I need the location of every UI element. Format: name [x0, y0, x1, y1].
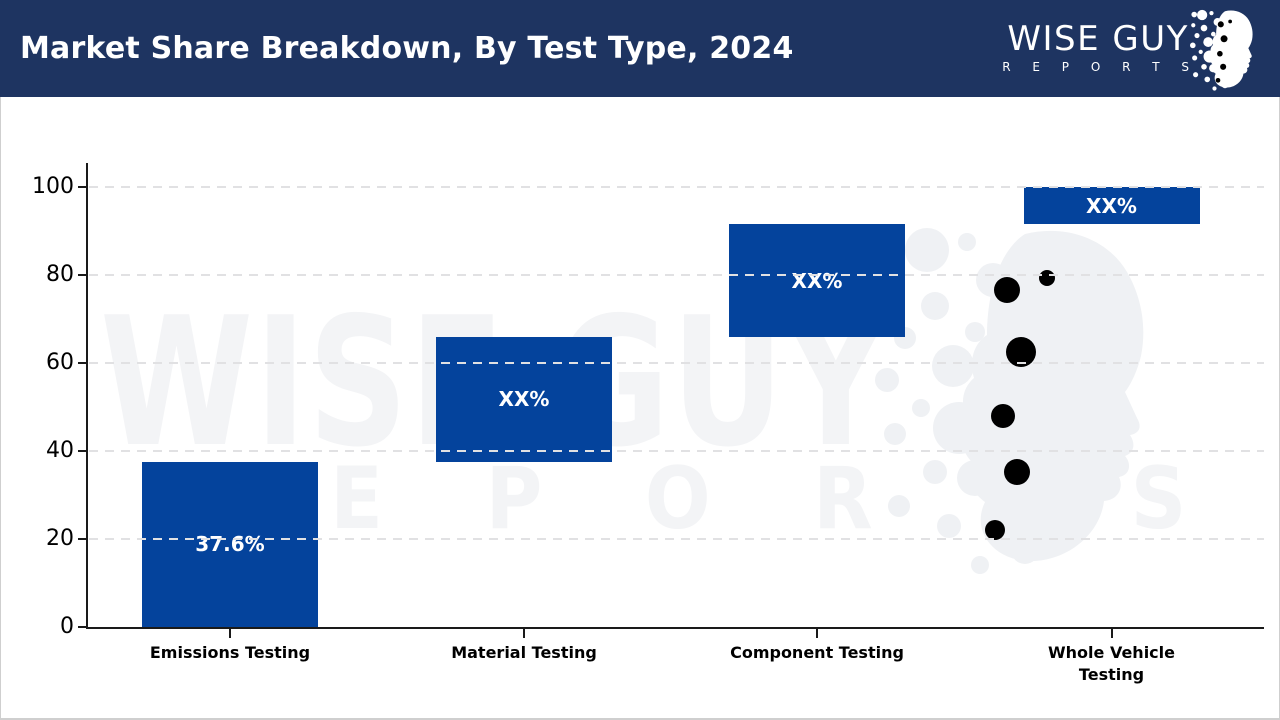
- page-border-left: [0, 97, 1, 720]
- y-tick-label: 20: [46, 526, 74, 551]
- gridline-y-100: [89, 186, 1264, 188]
- brand-subtitle: R E P O R T S: [1002, 59, 1198, 74]
- x-tick-3: [816, 629, 818, 638]
- y-tick-20: [78, 538, 87, 540]
- x-tick-label: Material Testing: [451, 643, 597, 662]
- bar-3: XX%: [729, 224, 905, 338]
- page-title: Market Share Breakdown, By Test Type, 20…: [20, 31, 794, 66]
- y-tick-label: 80: [46, 262, 74, 287]
- y-tick-label: 0: [60, 614, 74, 639]
- gridline-y-80: [89, 274, 1264, 276]
- brand-logo-text: WISE GUY R E P O R T S: [998, 19, 1198, 74]
- gridline-y-40: [89, 450, 1264, 452]
- page-border-bottom: [0, 718, 1280, 720]
- bar-1: 37.6%: [142, 461, 318, 627]
- x-axis-line: [86, 627, 1264, 629]
- y-tick-80: [78, 274, 87, 276]
- x-tick-label: Component Testing: [730, 643, 904, 662]
- gridline-y-20: [89, 538, 1264, 540]
- brand-logo: WISE GUY R E P O R T S: [998, 8, 1266, 92]
- brand-name: WISE GUY: [1007, 19, 1189, 59]
- x-tick-1: [229, 629, 231, 638]
- x-tick-label: Emissions Testing: [149, 643, 311, 662]
- bar-2: XX%: [436, 337, 612, 462]
- gridline-y-60: [89, 362, 1264, 364]
- y-axis-line: [86, 163, 88, 629]
- y-tick-label: 60: [46, 350, 74, 375]
- page-header: Market Share Breakdown, By Test Type, 20…: [0, 0, 1280, 97]
- y-tick-label: 40: [46, 438, 74, 463]
- y-tick-0: [78, 626, 87, 628]
- chart-area: WISE GUY R E P O R T S 0 20 40 60 80 100 37.6%…: [0, 97, 1280, 720]
- bar-value-label: XX%: [791, 268, 843, 293]
- y-tick-100: [78, 186, 87, 188]
- bar-value-label: XX%: [498, 387, 550, 412]
- bar-value-label: 37.6%: [195, 532, 265, 557]
- face-profile-icon: [1190, 9, 1253, 91]
- y-tick-label: 100: [32, 174, 74, 199]
- x-tick-4: [1110, 629, 1113, 638]
- y-tick-40: [78, 450, 87, 452]
- bar-value-label: XX%: [1086, 193, 1137, 218]
- x-tick-label: Whole Vehicle Testing: [1048, 643, 1175, 684]
- bar-4: XX%: [1023, 187, 1200, 225]
- x-tick-2: [523, 629, 525, 638]
- y-tick-60: [78, 362, 87, 364]
